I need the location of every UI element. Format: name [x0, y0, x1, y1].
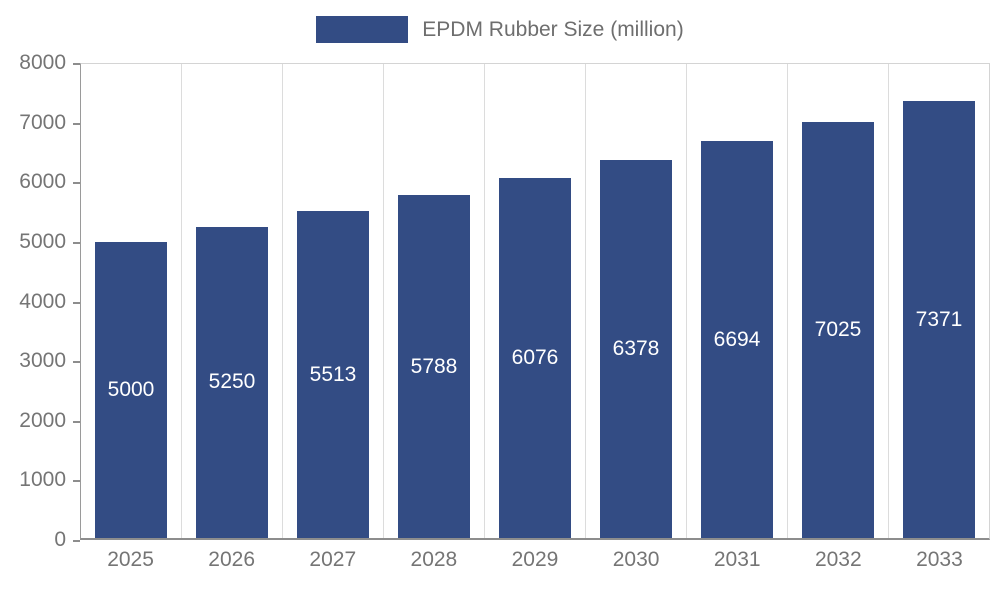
bar-2030: 6378	[600, 160, 672, 538]
bar-value-label: 5788	[410, 354, 458, 378]
bar-2026: 5250	[196, 226, 268, 538]
y-tick-label: 1000	[19, 468, 66, 492]
legend-swatch	[316, 16, 409, 43]
y-tick-mark	[73, 361, 80, 364]
y-axis: 0 1000 2000 3000 4000 5000 6000 7000 8000	[0, 51, 80, 551]
x-tick-label: 2030	[612, 548, 660, 571]
plot-area: 5000 5250 5513 5788 6076 6378 6694 7025 7371	[80, 63, 990, 540]
category-cell: 5788	[384, 64, 485, 538]
category-cell: 6378	[586, 64, 687, 538]
category-cell: 7371	[889, 64, 989, 538]
x-tick-label: 2026	[208, 548, 256, 571]
y-tick-label: 2000	[19, 408, 66, 432]
x-tick-label: 2027	[309, 548, 357, 571]
y-tick-label: 5000	[19, 229, 66, 253]
bar-2025: 5000	[95, 241, 167, 538]
y-tick-mark	[73, 122, 80, 125]
bar-2032: 7025	[802, 121, 874, 538]
bar-value-label: 6076	[511, 346, 559, 369]
bar-value-label: 5513	[309, 362, 357, 386]
x-tick-label: 2028	[410, 548, 458, 571]
category-cell: 5000	[81, 64, 182, 538]
bar-2027: 5513	[297, 211, 369, 538]
y-tick-label: 0	[54, 528, 66, 551]
chart-legend: EPDM Rubber Size (million)	[0, 16, 1000, 43]
bar-value-label: 5250	[208, 370, 256, 394]
y-tick-mark	[73, 480, 80, 483]
y-tick-label: 6000	[19, 170, 66, 194]
category-cell: 5513	[283, 64, 384, 538]
legend-label: EPDM Rubber Size (million)	[422, 17, 684, 41]
bar-value-label: 7371	[915, 307, 963, 331]
bar-value-label: 5000	[107, 377, 155, 401]
bar-2028: 5788	[398, 195, 470, 538]
x-axis: 2025 2026 2027 2028 2029 2030 2031 2032 2033	[80, 548, 990, 572]
y-tick-mark	[73, 540, 80, 542]
bar-2029: 6076	[499, 178, 571, 538]
category-cell: 6076	[485, 64, 586, 538]
y-tick-mark	[73, 182, 80, 185]
y-tick-label: 7000	[19, 110, 66, 134]
x-tick-label: 2032	[814, 548, 862, 571]
y-tick-mark	[73, 63, 80, 65]
y-tick-label: 4000	[19, 289, 66, 313]
x-tick-label: 2031	[713, 548, 761, 571]
bar-2031: 6694	[701, 141, 773, 538]
bar-value-label: 6378	[612, 337, 660, 361]
y-tick-label: 8000	[19, 51, 66, 74]
x-tick-label: 2033	[916, 548, 963, 571]
y-tick-mark	[73, 420, 80, 423]
x-tick-label: 2025	[107, 548, 154, 571]
x-tick-label: 2029	[511, 548, 559, 571]
bar-value-label: 6694	[713, 327, 761, 351]
y-tick-label: 3000	[19, 349, 66, 373]
category-cell: 7025	[788, 64, 889, 538]
category-cell: 6694	[687, 64, 788, 538]
y-tick-mark	[73, 241, 80, 244]
bar-value-label: 7025	[814, 317, 862, 341]
category-cell: 5250	[182, 64, 283, 538]
bar-2033: 7371	[903, 101, 975, 538]
y-tick-mark	[73, 301, 80, 304]
